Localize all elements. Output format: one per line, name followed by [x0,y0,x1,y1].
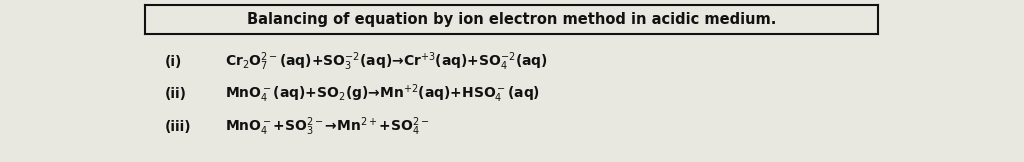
Text: (i): (i) [165,55,182,69]
Text: (iii): (iii) [165,120,191,134]
Text: Balancing of equation by ion electron method in acidic medium.: Balancing of equation by ion electron me… [247,12,776,27]
Text: Cr$_2$O$_7^{2-}$(aq)+SO$_3^{-2}$(aq)→Cr$^{+3}$(aq)+SO$_4^{-2}$(aq): Cr$_2$O$_7^{2-}$(aq)+SO$_3^{-2}$(aq)→Cr$… [225,51,548,73]
Text: (ii): (ii) [165,87,187,101]
Text: MnO$_4^-$+SO$_3^{2-}$→Mn$^{2+}$+SO$_4^{2-}$: MnO$_4^-$+SO$_3^{2-}$→Mn$^{2+}$+SO$_4^{2… [225,116,430,138]
Text: MnO$_4^-$(aq)+SO$_2$(g)→Mn$^{+2}$(aq)+HSO$_4^-$(aq): MnO$_4^-$(aq)+SO$_2$(g)→Mn$^{+2}$(aq)+HS… [225,83,540,105]
